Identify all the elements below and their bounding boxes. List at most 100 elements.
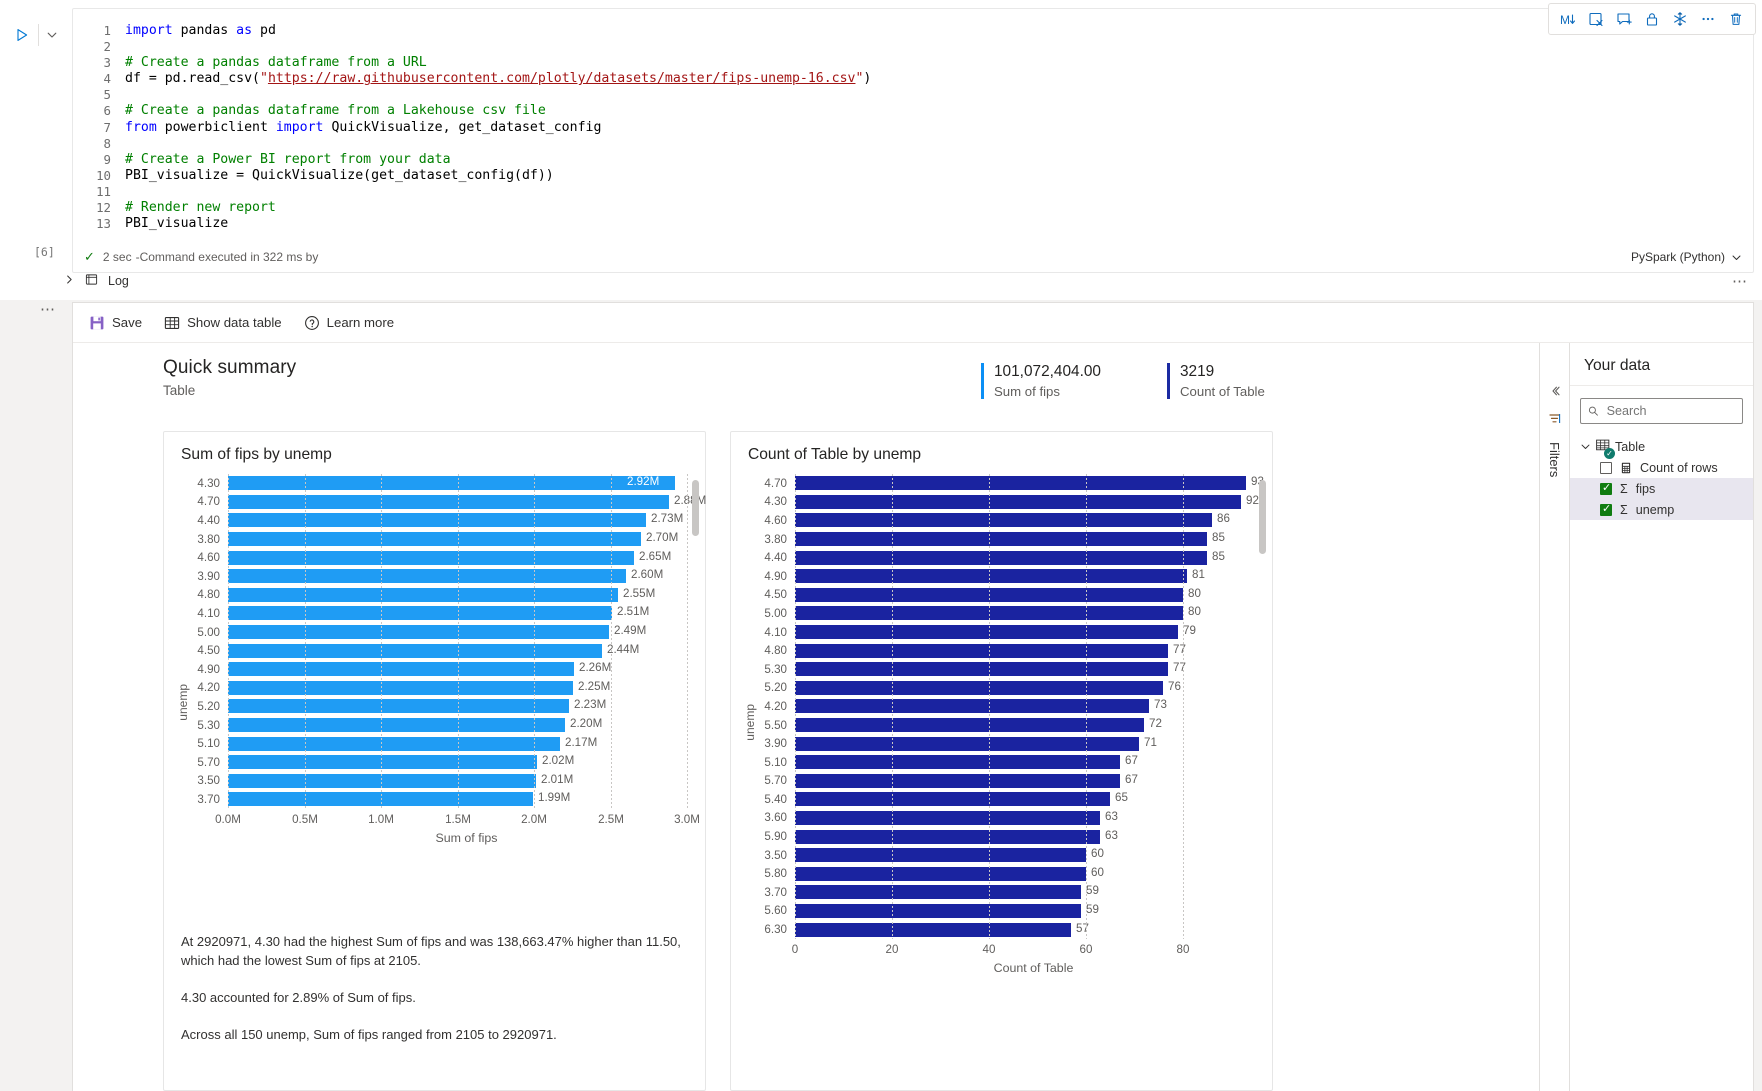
bar[interactable]	[795, 736, 1139, 751]
search-field[interactable]	[1580, 398, 1743, 424]
bar[interactable]	[228, 476, 675, 491]
bar[interactable]	[795, 903, 1081, 918]
bar[interactable]	[228, 625, 609, 640]
add-comment-icon[interactable]	[1611, 6, 1637, 32]
bar[interactable]	[795, 773, 1120, 788]
chart-bar-row[interactable]: 5.80 60	[731, 864, 1272, 883]
chart-bar-row[interactable]: 4.70 93	[731, 474, 1272, 493]
chart-bar-row[interactable]: 5.90 63	[731, 827, 1272, 846]
learn-more-button[interactable]: Learn more	[304, 315, 394, 331]
chart-bar-row[interactable]: 3.90 71	[731, 734, 1272, 753]
chart-scrollbar[interactable]	[1259, 480, 1266, 554]
bar[interactable]	[228, 513, 646, 528]
field-item-unemp[interactable]: Σ unemp	[1570, 499, 1753, 520]
bar[interactable]	[228, 532, 641, 547]
chart-bar-row[interactable]: 5.50 72	[731, 716, 1272, 735]
bar[interactable]	[228, 550, 634, 565]
chart-bar-row[interactable]: 4.20 73	[731, 697, 1272, 716]
bar[interactable]	[228, 569, 626, 584]
chart-bar-row[interactable]: 3.60 63	[731, 809, 1272, 828]
chart-bar-row[interactable]: 5.60 59	[731, 902, 1272, 921]
bar[interactable]	[795, 680, 1163, 695]
bar[interactable]	[228, 606, 612, 621]
bar[interactable]	[228, 736, 560, 751]
bar[interactable]	[795, 866, 1086, 881]
chart-bar-row[interactable]: 5.30 2.20M	[164, 716, 705, 735]
chart-bar-row[interactable]: 4.90 81	[731, 567, 1272, 586]
chart-bar-row[interactable]: 4.50 2.44M	[164, 641, 705, 660]
chart-scrollbar[interactable]	[692, 480, 699, 536]
chart-bar-row[interactable]: 4.20 2.25M	[164, 679, 705, 698]
more-options-icon[interactable]	[1695, 6, 1721, 32]
chart-bar-row[interactable]: 3.90 2.60M	[164, 567, 705, 586]
chart-bar-row[interactable]: 5.40 65	[731, 790, 1272, 809]
bar[interactable]	[228, 792, 533, 807]
chart-bar-row[interactable]: 5.70 2.02M	[164, 753, 705, 772]
chart-bar-row[interactable]: 5.30 77	[731, 660, 1272, 679]
delete-cell-icon[interactable]	[1723, 6, 1749, 32]
chevron-left-icon[interactable]	[1549, 385, 1561, 400]
chart-bar-row[interactable]: 4.60 86	[731, 511, 1272, 530]
chart-bar-row[interactable]: 3.70 59	[731, 883, 1272, 902]
bar[interactable]	[795, 643, 1168, 658]
bar[interactable]	[795, 569, 1187, 584]
visual-sum-of-fips-by-unemp[interactable]: Sum of fips by unemp unemp 4.30 2.92M 4.70…	[163, 431, 706, 1091]
bar[interactable]	[228, 680, 573, 695]
lock-icon[interactable]	[1639, 6, 1665, 32]
field-checkbox[interactable]	[1600, 461, 1612, 474]
search-input[interactable]	[1604, 403, 1735, 419]
chart-bar-row[interactable]: 4.90 2.26M	[164, 660, 705, 679]
bar[interactable]	[795, 494, 1241, 509]
filters-rail[interactable]: Filters	[1539, 343, 1569, 1091]
code-editor[interactable]: 1 import pandas as pd 2 3 # Create a pandas …	[72, 8, 1754, 273]
show-data-table-button[interactable]: Show data table	[164, 315, 282, 331]
chart-bar-row[interactable]: 6.30 57	[731, 920, 1272, 939]
bar[interactable]	[228, 587, 618, 602]
bar[interactable]	[795, 513, 1212, 528]
bar[interactable]	[228, 718, 565, 733]
bar[interactable]	[228, 494, 669, 509]
cell-chevron-down-icon[interactable]	[42, 24, 62, 46]
chart-bar-row[interactable]: 3.50 2.01M	[164, 772, 705, 791]
bar[interactable]	[795, 885, 1081, 900]
bar[interactable]	[795, 625, 1178, 640]
bar[interactable]	[228, 773, 536, 788]
bar[interactable]	[795, 792, 1110, 807]
visual-count-of-table-by-unemp[interactable]: Count of Table by unemp unemp 4.70 93 4.30…	[730, 431, 1273, 1091]
bar[interactable]	[228, 755, 537, 770]
markdown-icon[interactable]: M	[1555, 6, 1581, 32]
chart-bar-row[interactable]: 4.70 2.88M	[164, 493, 706, 512]
chart-bar-row[interactable]: 3.80 85	[731, 530, 1272, 549]
chart-bar-row[interactable]: 4.10 79	[731, 623, 1272, 642]
bar[interactable]	[795, 810, 1100, 825]
chart-bar-row[interactable]: 4.60 2.65M	[164, 548, 705, 567]
freeze-icon[interactable]	[1667, 6, 1693, 32]
chart-bar-row[interactable]: 5.10 67	[731, 753, 1272, 772]
output-more-options-icon[interactable]: ⋯	[40, 301, 56, 318]
log-more-options-icon[interactable]: ⋯	[1732, 273, 1748, 290]
chart-bar-row[interactable]: 4.40 2.73M	[164, 511, 705, 530]
chart-bar-row[interactable]: 4.10 2.51M	[164, 604, 705, 623]
bar[interactable]	[795, 718, 1144, 733]
chart-bar-row[interactable]: 5.10 2.17M	[164, 734, 705, 753]
bar[interactable]	[795, 829, 1100, 844]
chart-bar-row[interactable]: 4.40 85	[731, 548, 1272, 567]
kernel-selector[interactable]: PySpark (Python)	[1631, 250, 1742, 264]
bar[interactable]	[228, 699, 569, 714]
log-row[interactable]: Log	[64, 268, 1754, 294]
bar[interactable]	[795, 550, 1207, 565]
chart-bar-row[interactable]: 3.70 1.99M	[164, 790, 705, 809]
field-item-fips[interactable]: Σ fips	[1570, 478, 1753, 499]
bar[interactable]	[795, 755, 1120, 770]
chart-bar-row[interactable]: 5.20 2.23M	[164, 697, 705, 716]
bar[interactable]	[795, 922, 1071, 937]
chart-bar-row[interactable]: 4.80 77	[731, 641, 1272, 660]
chart-bar-row[interactable]: 5.70 67	[731, 772, 1272, 791]
log-expand-chevron-right-icon[interactable]	[64, 274, 75, 288]
filter-icon[interactable]	[1548, 412, 1561, 428]
chart-bar-row[interactable]: 5.00 80	[731, 604, 1272, 623]
clear-output-icon[interactable]	[1583, 6, 1609, 32]
bar[interactable]	[795, 662, 1168, 677]
run-cell-button[interactable]	[11, 24, 33, 46]
chart-bar-row[interactable]: 3.50 60	[731, 846, 1272, 865]
